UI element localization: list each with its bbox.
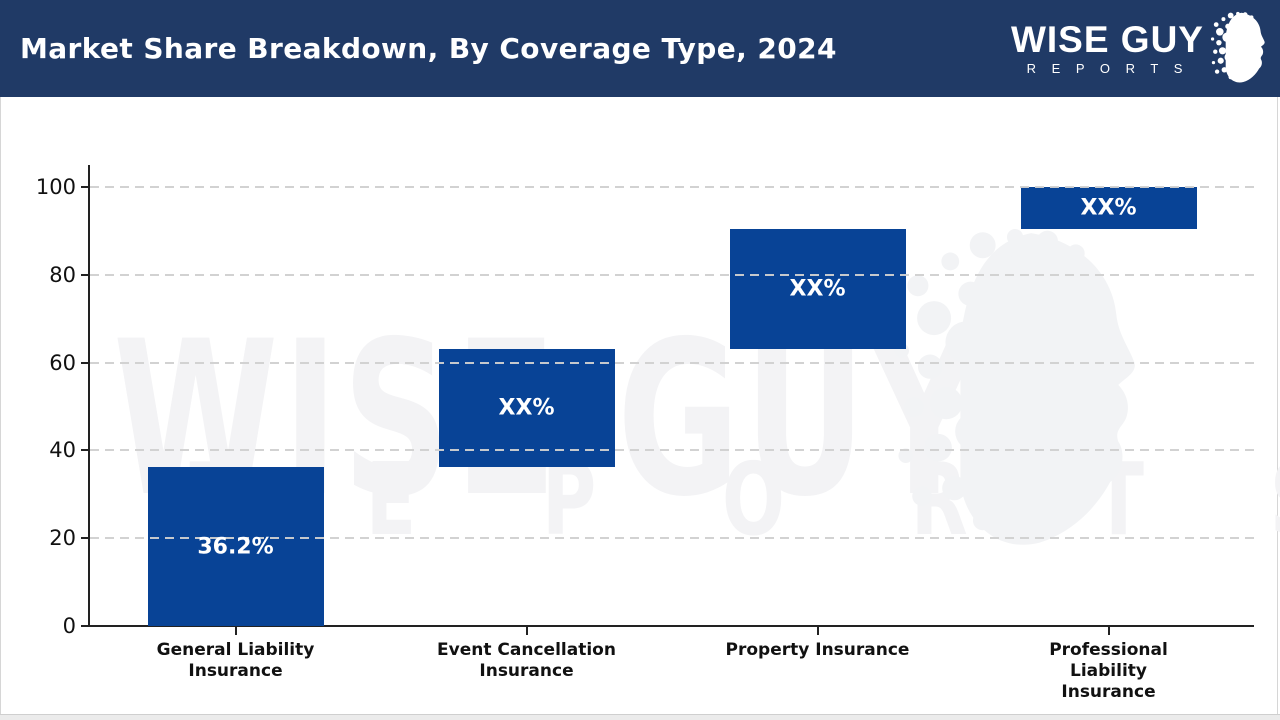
y-axis-tick-80 [81, 273, 89, 276]
bar-2 [438, 349, 615, 468]
category-label-line: Professional [1049, 640, 1168, 660]
y-axis-tick-0 [81, 625, 89, 627]
bar-value-label: XX% [498, 395, 555, 421]
category-label-line: Insurance [479, 661, 574, 681]
logo-wordmark: WISE GUY [1010, 19, 1204, 60]
wiseguy-logo: WISE GUY R E P O R T S [1011, 11, 1280, 87]
category-label-line: Liability [1070, 661, 1147, 681]
category-label-line: General Liability [156, 640, 315, 660]
logo-subtext: R E P O R T S [1026, 61, 1189, 76]
category-label: General Liability Insurance [86, 640, 386, 682]
x-axis-line [88, 625, 1254, 627]
category-label-line: Property Insurance [725, 640, 910, 660]
bar-value-label: 36.2% [197, 534, 274, 560]
bar-value-label: XX% [1080, 195, 1137, 221]
x-axis-tick [1107, 627, 1110, 635]
logo-text: WISE GUY R E P O R T S [1011, 21, 1204, 76]
category-label: Professional Liability Insurance [959, 640, 1259, 703]
y-axis-tick-20 [81, 537, 89, 540]
x-axis-tick [234, 627, 237, 635]
header-bar: Market Share Breakdown, By Coverage Type… [0, 0, 1280, 97]
category-label: Property Insurance [668, 640, 968, 661]
y-axis-tick-label: 40 [49, 438, 76, 463]
y-axis-tick-label: 100 [35, 175, 76, 199]
y-axis-tick-40 [81, 449, 89, 452]
dotted-head-icon [1208, 11, 1266, 87]
x-axis-tick [525, 627, 528, 635]
category-label-line: Insurance [188, 661, 283, 681]
category-label: Event Cancellation Insurance [377, 640, 677, 682]
y-axis-tick-label: 0 [62, 614, 76, 638]
chart-panel: WISE GUY R E P O R T S 0 20 40 60 80 100 36.2%… [0, 97, 1280, 714]
gridline-80 [90, 273, 1254, 276]
panel-bottom-edge [0, 714, 1280, 720]
chart-title: Market Share Breakdown, By Coverage Type… [20, 32, 837, 65]
category-label-line: Event Cancellation [437, 640, 616, 660]
gridline-100 [90, 186, 1254, 188]
y-axis-line [88, 165, 90, 627]
gridline-40 [90, 449, 1254, 452]
y-axis-tick-100 [81, 186, 89, 188]
category-label-line: Insurance [1061, 682, 1156, 702]
y-axis-tick-label: 20 [49, 526, 76, 551]
x-axis-tick [816, 627, 819, 635]
y-axis-tick-label: 80 [49, 262, 76, 287]
gridline-20 [90, 537, 1254, 540]
gridline-60 [90, 361, 1254, 364]
bar-value-label: XX% [789, 276, 846, 302]
bar-3 [729, 228, 906, 350]
bar-1 [147, 467, 324, 626]
y-axis-tick-60 [81, 361, 89, 364]
y-axis-tick-label: 60 [49, 350, 76, 375]
bar-4 [1020, 187, 1197, 229]
